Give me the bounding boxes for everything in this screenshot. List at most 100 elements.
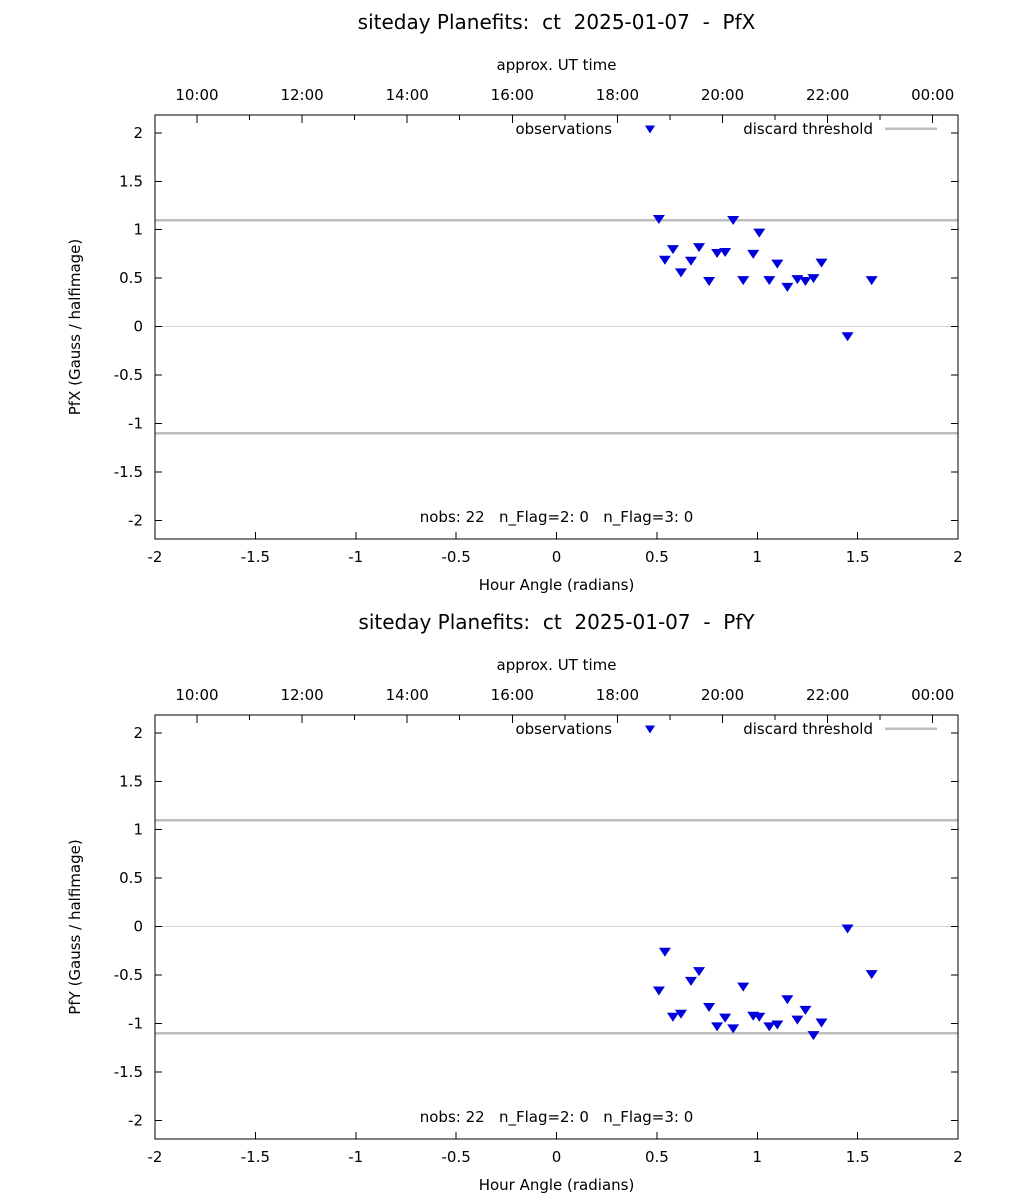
- ut-time-tick-label: 16:00: [491, 686, 534, 704]
- nobs-annotation: nobs: 22 n_Flag=2: 0 n_Flag=3: 0: [420, 1108, 694, 1127]
- observation-point: [674, 268, 687, 278]
- ut-time-axis-label-pfy: approx. UT time: [496, 656, 617, 674]
- ut-time-tick-label: 12:00: [280, 86, 323, 104]
- observation-point: [771, 259, 784, 269]
- observation-point: [693, 967, 706, 977]
- chart-title-pfx: siteday Planefits: ct 2025-01-07 - PfX: [357, 10, 756, 34]
- observation-point: [693, 243, 706, 253]
- observation-point: [841, 332, 854, 342]
- y-axis-tick-label: -1: [128, 1015, 143, 1033]
- hour-angle-axis-label-pfx: Hour Angle (radians): [478, 576, 635, 594]
- hour-angle-tick-label: -1: [348, 1148, 363, 1166]
- observation-point: [799, 1005, 812, 1015]
- hour-angle-tick-label: 1: [752, 1148, 762, 1166]
- hour-angle-tick-label: -0.5: [441, 548, 470, 566]
- ut-time-tick-label: 10:00: [175, 86, 218, 104]
- ut-time-tick-label: 20:00: [701, 686, 744, 704]
- legend-observations-label: observations: [515, 120, 612, 138]
- ut-time-tick-label: 00:00: [911, 686, 954, 704]
- y-axis-tick-label: -1.5: [114, 1063, 143, 1081]
- observation-point: [703, 277, 716, 287]
- hour-angle-tick-label: 0.5: [645, 1148, 669, 1166]
- ut-time-tick-label: 20:00: [701, 86, 744, 104]
- ut-time-tick-label: 22:00: [806, 86, 849, 104]
- observation-point: [685, 256, 698, 266]
- ut-time-tick-label: 16:00: [491, 86, 534, 104]
- legend-discard-threshold-label: discard threshold: [743, 720, 873, 738]
- hour-angle-tick-label: 2: [953, 1148, 963, 1166]
- observation-point: [652, 215, 665, 225]
- observation-point: [753, 1012, 766, 1022]
- observation-point: [841, 924, 854, 934]
- y-axis-tick-label: -2: [128, 1111, 143, 1129]
- y-axis-tick-label: -1: [128, 415, 143, 433]
- observation-point: [737, 276, 750, 286]
- observation-point: [711, 248, 724, 258]
- observation-point: [747, 249, 760, 259]
- ut-time-tick-label: 00:00: [911, 86, 954, 104]
- ut-time-tick-label: 10:00: [175, 686, 218, 704]
- y-axis-tick-label: -0.5: [114, 966, 143, 984]
- hour-angle-tick-label: -0.5: [441, 1148, 470, 1166]
- ut-time-tick-label: 18:00: [596, 686, 639, 704]
- y-axis-tick-label: 1.5: [119, 172, 143, 190]
- hour-angle-tick-label: 1.5: [846, 1148, 870, 1166]
- observation-point: [815, 1018, 828, 1028]
- hour-angle-tick-label: 0: [552, 548, 562, 566]
- observation-point: [781, 282, 794, 292]
- hour-angle-tick-label: -1.5: [241, 1148, 270, 1166]
- observation-point: [763, 276, 776, 286]
- observation-point: [815, 258, 828, 268]
- observation-point: [807, 1031, 820, 1041]
- observation-point: [753, 228, 766, 238]
- chart-pfx: siteday Planefits: ct 2025-01-07 - PfX a…: [66, 10, 963, 594]
- hour-angle-tick-label: -2: [148, 548, 163, 566]
- observation-point: [719, 1013, 732, 1023]
- y-axis-tick-label: -1.5: [114, 463, 143, 481]
- hour-angle-tick-label: -1: [348, 548, 363, 566]
- y-axis-tick-label: 0.5: [119, 869, 143, 887]
- plot-area-pfx: -2 -1.5 -1 -0.5 0 0.5 1 1.5 2 10:00 12:00 14:00 16:0…: [114, 86, 963, 566]
- observation-point: [799, 277, 812, 287]
- chart-pfy: siteday Planefits: ct 2025-01-07 - PfY a…: [0, 600, 1024, 1200]
- y-axis-tick-label: 0: [133, 318, 143, 336]
- chart-title-pfy: siteday Planefits: ct 2025-01-07 - PfY: [358, 610, 755, 634]
- ut-time-tick-label: 18:00: [596, 86, 639, 104]
- observation-point: [652, 986, 665, 996]
- y-axis-tick-label: 2: [133, 724, 143, 742]
- observation-point: [865, 970, 878, 980]
- nobs-annotation: nobs: 22 n_Flag=2: 0 n_Flag=3: 0: [420, 508, 694, 527]
- observation-point: [807, 274, 820, 284]
- observation-point: [666, 245, 679, 255]
- observation-point: [674, 1009, 687, 1019]
- y-axis-tick-label: 1: [133, 821, 143, 839]
- observation-point: [865, 276, 878, 286]
- observation-point: [791, 1015, 804, 1025]
- hour-angle-tick-label: 1.5: [846, 548, 870, 566]
- observation-point: [781, 995, 794, 1005]
- hour-angle-tick-label: -2: [148, 1148, 163, 1166]
- legend-observations-marker: [645, 725, 655, 734]
- y-axis-tick-label: -0.5: [114, 366, 143, 384]
- y-axis-tick-label: -2: [128, 511, 143, 529]
- legend-observations-marker: [645, 125, 655, 134]
- hour-angle-tick-label: 1: [752, 548, 762, 566]
- observation-point: [771, 1020, 784, 1030]
- observation-point: [719, 247, 732, 257]
- observation-point: [703, 1003, 716, 1013]
- y-axis-tick-label: 1: [133, 221, 143, 239]
- hour-angle-tick-label: 2: [953, 548, 963, 566]
- ut-time-axis-label-pfx: approx. UT time: [496, 56, 617, 74]
- observation-point: [666, 1012, 679, 1022]
- hour-angle-tick-label: -1.5: [241, 548, 270, 566]
- ut-time-tick-label: 12:00: [280, 686, 323, 704]
- plot-area-pfy: -2 -1.5 -1 -0.5 0 0.5 1 1.5 2 10:00 12:00 14:00 16:0…: [114, 686, 963, 1166]
- y-axis-tick-label: 0: [133, 918, 143, 936]
- observation-point: [658, 947, 671, 957]
- legend-observations-label: observations: [515, 720, 612, 738]
- observation-point: [763, 1022, 776, 1032]
- hour-angle-tick-label: 0: [552, 1148, 562, 1166]
- observation-point: [711, 1022, 724, 1032]
- ut-time-tick-label: 14:00: [386, 86, 429, 104]
- ut-time-tick-label: 14:00: [386, 686, 429, 704]
